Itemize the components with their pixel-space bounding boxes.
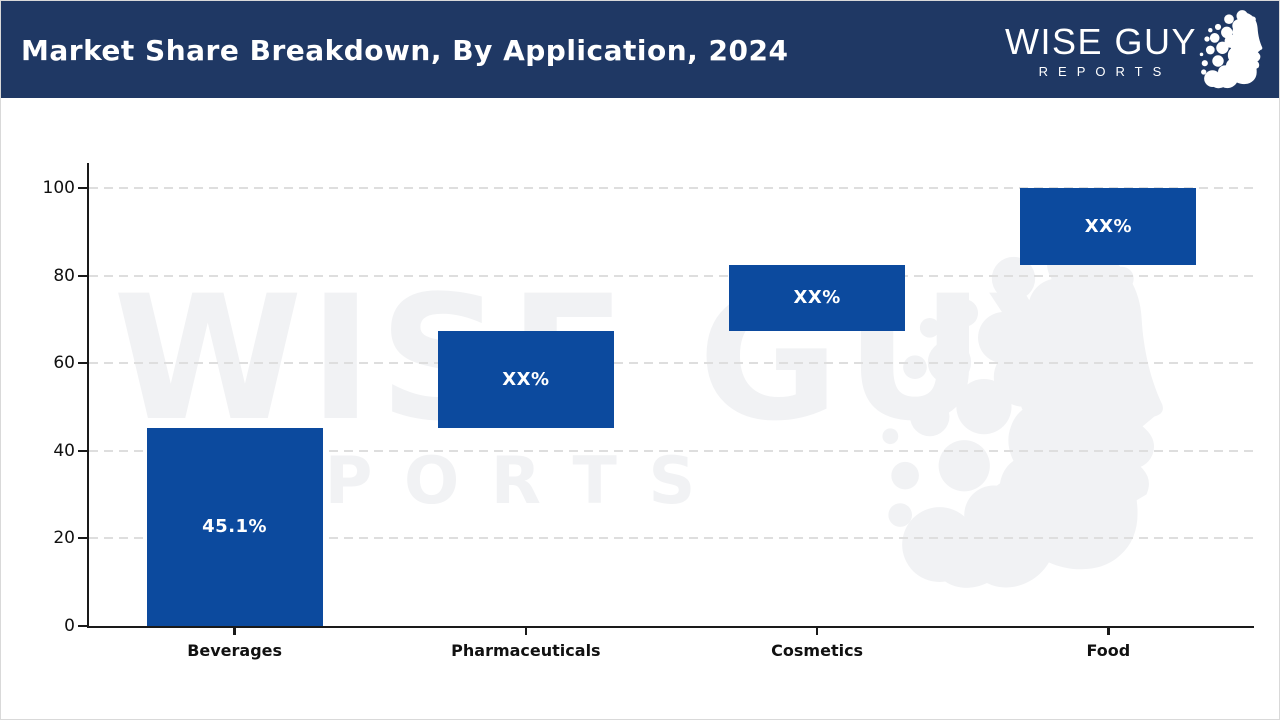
wiseguy-logo: WISE GUY REPORTS bbox=[1005, 5, 1273, 95]
bar-value-label: XX% bbox=[502, 368, 550, 390]
y-tick-80 bbox=[78, 274, 87, 277]
y-axis-spine bbox=[87, 163, 89, 628]
y-tick-label-40: 40 bbox=[53, 440, 75, 461]
x-tick-beverages bbox=[233, 628, 236, 635]
bar-value-label: XX% bbox=[793, 287, 841, 309]
x-tick-cosmetics bbox=[815, 628, 819, 635]
y-tick-40 bbox=[78, 449, 87, 452]
y-tick-label-20: 20 bbox=[53, 528, 75, 548]
bar-pharmaceuticals: XX% bbox=[437, 330, 614, 429]
bar-value-label: 45.1% bbox=[202, 516, 268, 538]
y-tick-0 bbox=[78, 624, 87, 627]
bar-value-label: XX% bbox=[1084, 215, 1133, 237]
logo-head-icon bbox=[1199, 10, 1263, 89]
bar-cosmetics: XX% bbox=[729, 264, 906, 331]
x-axis-spine bbox=[87, 625, 1254, 628]
plot-area: 0 20 40 60 80 100 45.1% Beverages XX% Pharmaceuti… bbox=[43, 163, 1254, 660]
bar-food: XX% bbox=[1020, 188, 1197, 265]
gridline-100 bbox=[89, 187, 1254, 189]
y-tick-100 bbox=[78, 187, 87, 189]
header-banner: Market Share Breakdown, By Application, … bbox=[1, 1, 1279, 98]
x-category-label-cosmetics: Cosmetics bbox=[771, 641, 864, 660]
gridline-20 bbox=[89, 537, 1254, 539]
x-tick-food bbox=[1107, 628, 1110, 635]
gridline-60 bbox=[89, 362, 1254, 364]
chart-title: Market Share Breakdown, By Application, … bbox=[21, 34, 789, 67]
x-category-label-beverages: Beverages bbox=[187, 641, 283, 660]
x-category-label-food: Food bbox=[1086, 641, 1131, 660]
gridline-80 bbox=[89, 274, 1254, 277]
gridline-40 bbox=[89, 449, 1254, 452]
y-tick-60 bbox=[78, 362, 87, 364]
y-tick-label-100: 100 bbox=[42, 178, 75, 198]
bar-beverages: 45.1% bbox=[146, 428, 323, 626]
logo-wordmark: WISE GUY REPORTS bbox=[1005, 21, 1197, 79]
logo-line1: WISE GUY bbox=[1004, 21, 1197, 62]
y-tick-20 bbox=[78, 537, 87, 539]
y-tick-label-60: 60 bbox=[53, 353, 75, 373]
y-tick-label-80: 80 bbox=[53, 265, 75, 286]
x-category-label-pharmaceuticals: Pharmaceuticals bbox=[451, 641, 601, 660]
y-tick-label-0: 0 bbox=[64, 615, 75, 636]
logo-line2: REPORTS bbox=[1038, 64, 1172, 79]
x-tick-pharmaceuticals bbox=[524, 628, 528, 635]
